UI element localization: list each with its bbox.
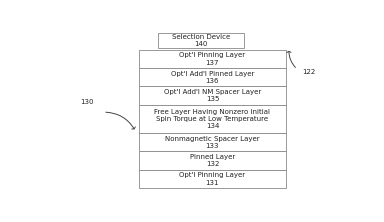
Text: Opt'l Pinning Layer
137: Opt'l Pinning Layer 137: [179, 52, 245, 65]
Bar: [139, 50, 286, 68]
Text: 122: 122: [303, 69, 316, 75]
Bar: [139, 133, 286, 151]
Bar: [157, 34, 244, 48]
Text: Pinned Layer
132: Pinned Layer 132: [190, 154, 235, 167]
Bar: [139, 68, 286, 86]
Text: Nonmagnetic Spacer Layer
133: Nonmagnetic Spacer Layer 133: [165, 136, 260, 149]
Text: Selection Device
140: Selection Device 140: [172, 34, 230, 47]
Bar: [139, 151, 286, 170]
Bar: [139, 86, 286, 105]
Bar: [139, 170, 286, 188]
Text: 130: 130: [80, 99, 93, 105]
Text: Opt'l Pinning Layer
131: Opt'l Pinning Layer 131: [179, 172, 245, 186]
Text: Opt'l Add'l Pinned Layer
136: Opt'l Add'l Pinned Layer 136: [171, 71, 254, 84]
Bar: [139, 105, 286, 133]
Text: Opt'l Add'l NM Spacer Layer
135: Opt'l Add'l NM Spacer Layer 135: [164, 89, 261, 102]
Text: Free Layer Having Nonzero Initial
Spin Torque at Low Temperature
134: Free Layer Having Nonzero Initial Spin T…: [154, 109, 270, 129]
